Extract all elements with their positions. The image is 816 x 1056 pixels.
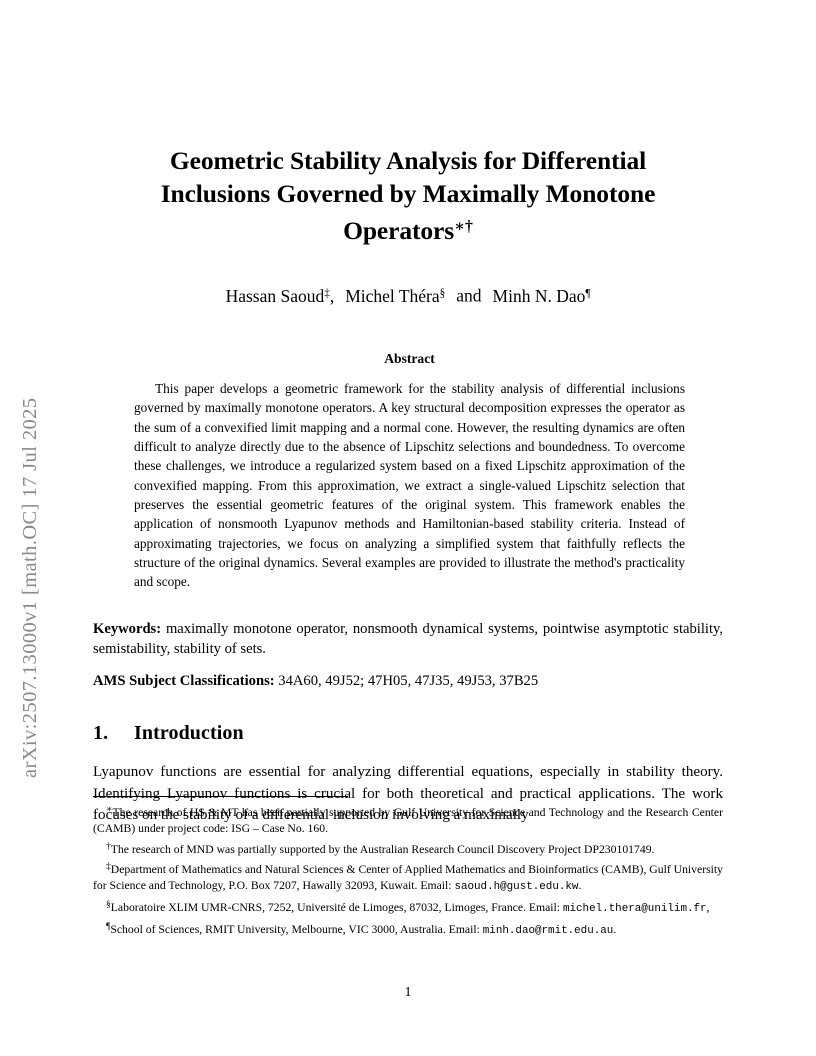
author-2-affiliation-mark: § (439, 287, 446, 300)
keywords-text: maximally monotone operator, nonsmooth d… (93, 620, 723, 658)
abstract-text: This paper develops a geometric framewor… (134, 380, 685, 590)
author-2-name: Michel Théra (345, 285, 440, 306)
author-3-affiliation-mark: ¶ (585, 287, 591, 300)
footnote-2-text: The research of MND was partially suppor… (110, 842, 655, 856)
content-column: Geometric Stability Analysis for Differe… (93, 0, 723, 827)
arxiv-stamp-text: arXiv:2507.13000v1 [math.OC] 17 Jul 2025 (18, 397, 41, 778)
footnote-3: ‡Department of Mathematics and Natural S… (93, 859, 723, 895)
footnote-5: ¶School of Sciences, RMIT University, Me… (93, 919, 723, 939)
page-title: Geometric Stability Analysis for Differe… (93, 144, 723, 247)
ams-label: AMS Subject Classifications: (93, 672, 275, 689)
keywords-label: Keywords: (93, 620, 162, 637)
author-list: Hassan Saoud‡, Michel Théra§ and Minh N. Da… (93, 282, 723, 307)
footnote-1: ∗The research of HS & MT has been partia… (93, 802, 723, 837)
section-heading-introduction: 1. Introduction (93, 722, 723, 745)
footnote-3-mark: ‡ (106, 861, 111, 873)
ams-line: AMS Subject Classifications: 34A60, 49J5… (93, 671, 723, 692)
ams-text: 34A60, 49J52; 47H05, 47J35, 49J53, 37B25 (278, 672, 539, 689)
author-conjunction: and (456, 285, 482, 306)
footnote-5-tail: . (613, 922, 617, 936)
author-3: Minh N. Dao¶ (493, 286, 591, 306)
title-line-3: Operators (343, 216, 455, 246)
author-3-name: Minh N. Dao (492, 285, 586, 306)
footnote-4-tail: , (706, 901, 710, 915)
abstract-heading: Abstract (384, 350, 435, 366)
title-footnote-marks: ∗† (454, 218, 473, 235)
footnote-3-email[interactable]: saoud.h@gust.edu.kw (454, 881, 579, 894)
section-title: Introduction (134, 722, 244, 745)
footnote-4-mark: § (106, 899, 111, 911)
footnote-5-text: School of Sciences, RMIT University, Mel… (110, 922, 483, 936)
footnote-3-tail: . (578, 879, 582, 893)
abstract-section: Abstract This paper develops a geometric… (93, 351, 723, 592)
footnote-2: †The research of MND was partially suppo… (93, 839, 723, 858)
footnote-5-email[interactable]: minh.dao@rmit.edu.au (482, 924, 614, 937)
footnote-4-email[interactable]: michel.thera@unilim.fr (562, 903, 707, 916)
section-number: 1. (93, 722, 109, 745)
author-1-affiliation-mark: ‡ (324, 287, 330, 300)
footnote-1-mark: ∗ (106, 804, 113, 815)
title-line-2: Inclusions Governed by Maximally Monoton… (160, 179, 656, 208)
author-1: Hassan Saoud‡, (225, 285, 335, 306)
footnote-5-mark: ¶ (106, 920, 111, 932)
keywords-line: Keywords: maximally monotone operator, n… (93, 619, 723, 660)
title-line-1: Geometric Stability Analysis for Differe… (169, 146, 647, 175)
footnotes-block: ∗The research of HS & MT has been partia… (93, 796, 723, 939)
author-1-name: Hassan Saoud (225, 285, 325, 306)
arxiv-stamp: arXiv:2507.13000v1 [math.OC] 17 Jul 2025 (0, 0, 60, 1056)
footnote-rule (93, 796, 348, 797)
author-2: Michel Théra§ (345, 286, 445, 306)
page-number: 1 (404, 985, 412, 1000)
footnote-3-text: Department of Mathematics and Natural Sc… (93, 863, 723, 893)
footnote-2-mark: † (106, 840, 111, 852)
footnote-1-text: The research of HS & MT has been partial… (93, 806, 723, 836)
footnote-4-text: Laboratoire XLIM UMR-CNRS, 7252, Univers… (110, 901, 563, 915)
footnote-4: §Laboratoire XLIM UMR-CNRS, 7252, Univer… (93, 897, 723, 917)
introduction-paragraph: Lyapunov functions are essential for ana… (93, 764, 723, 824)
